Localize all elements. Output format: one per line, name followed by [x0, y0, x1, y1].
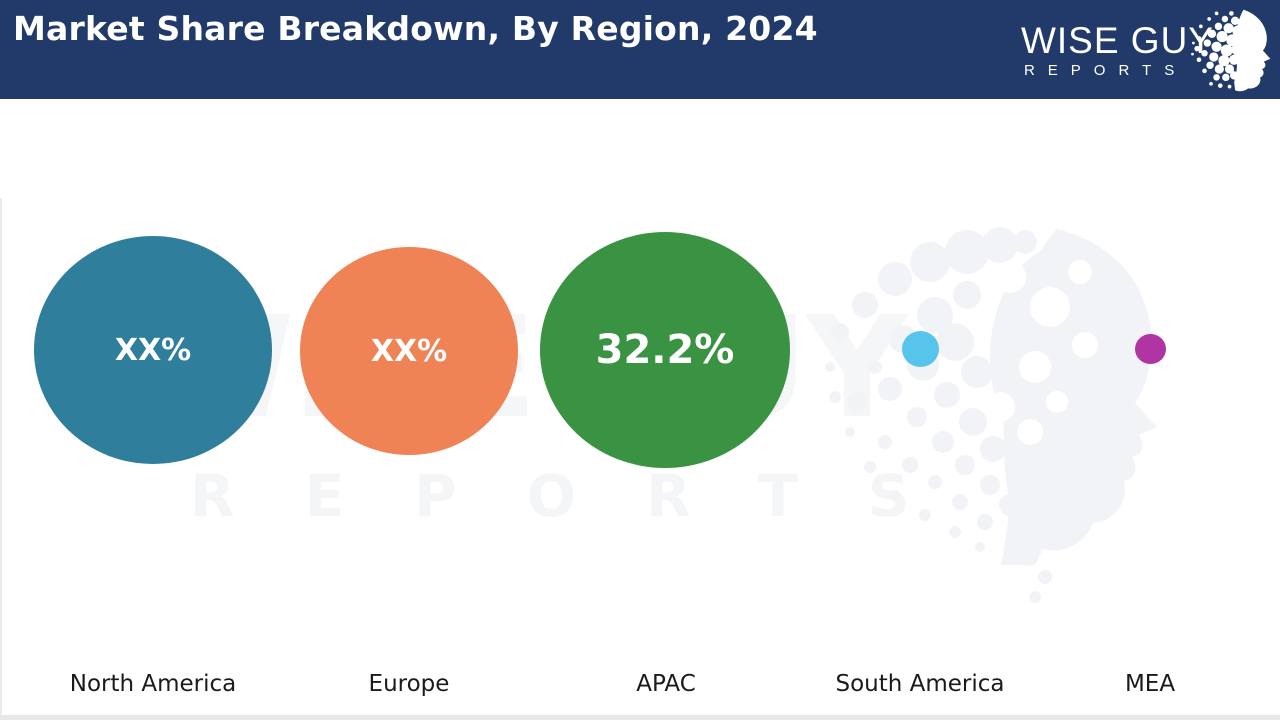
bubble-value-europe: XX%	[370, 333, 448, 369]
bubble-value-apac: 32.2%	[595, 327, 735, 373]
left-edge-strip	[0, 198, 2, 720]
bubble-europe: XX%	[300, 247, 518, 455]
header-bar: Market Share Breakdown, By Region, 2024 …	[0, 0, 1280, 99]
brand-wordmark: WISE GUY REPORTS	[1021, 22, 1214, 78]
category-label-north-america: North America	[69, 671, 237, 697]
category-label-mea: MEA	[1124, 671, 1176, 697]
bottom-strip	[0, 715, 1280, 720]
brand-logo: WISE GUY REPORTS	[1021, 0, 1280, 99]
page-title: Market Share Breakdown, By Region, 2024	[13, 9, 818, 48]
brand-head-icon	[1191, 9, 1271, 92]
bubble-south-america	[902, 331, 939, 367]
category-label-europe: Europe	[368, 671, 450, 697]
bubble-value-north-america: XX%	[114, 332, 192, 368]
bubble-north-america: XX%	[34, 236, 272, 464]
chart-area: WISE GUY REPORTS	[0, 99, 1280, 720]
category-label-south-america: South America	[835, 671, 1005, 697]
bubble-mea	[1135, 334, 1166, 364]
brand-name: WISE GUY	[1020, 20, 1214, 61]
category-label-apac: APAC	[636, 671, 696, 697]
bubble-apac: 32.2%	[540, 232, 790, 468]
watermark-reports-text: REPORTS	[190, 462, 980, 530]
brand-tagline: REPORTS	[1023, 62, 1188, 79]
watermark-head-icon	[825, 227, 1157, 603]
